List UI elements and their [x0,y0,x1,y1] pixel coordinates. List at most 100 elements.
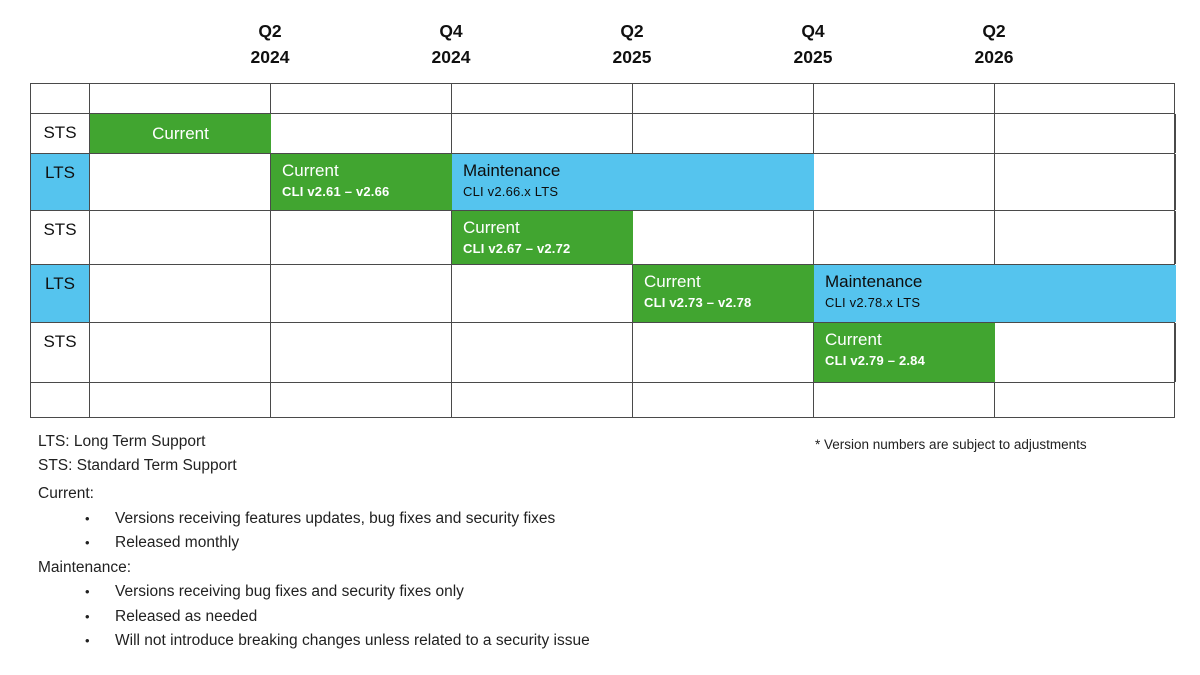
phase-versions: CLI v2.66.x LTS [463,184,559,199]
phase-bar-current: Current CLI v2.79 – 2.84 [814,323,995,382]
grid-cell [90,323,271,382]
quarter-header: Q2 2025 [613,18,652,70]
row-label: LTS [31,154,90,210]
phase-title: Maintenance [825,272,923,291]
grid-cell [995,323,1176,382]
timeline-row: STS Current CLI v2.79 – 2.84 [31,323,1176,383]
quarter-name: Q4 [801,21,825,41]
quarter-header: Q2 2026 [975,18,1014,70]
phase-versions: CLI v2.67 – v2.72 [463,241,571,256]
grid-cell [633,383,814,417]
row-track: Current CLI v2.79 – 2.84 [90,323,1176,382]
row-track: Current [90,114,1176,153]
quarter-name: Q2 [258,21,282,41]
quarter-header: Q2 2024 [251,18,290,70]
grid-cell [452,265,633,322]
timeline-row: LTS Current CLI v2.73 – v2.78 Maintenance CL… [31,265,1176,323]
phase-bar-current: Current CLI v2.61 – v2.66 [271,154,452,210]
phase-versions: CLI v2.73 – v2.78 [644,295,752,310]
legend-bullet: • Versions receiving bug fixes and securi… [38,580,590,605]
row-label-text: STS [43,220,77,239]
row-label-text: STS [43,123,77,142]
timeline-row [31,84,1174,114]
legend-bullet-text: Versions receiving features updates, bug… [115,509,556,527]
phase-title: Current [282,161,339,180]
legend-bullet-text: Versions receiving bug fixes and securit… [115,583,464,600]
quarter-name: Q2 [982,21,1006,41]
grid-cell [452,114,633,153]
grid-cell [995,84,1176,113]
legend-sections: Current: • Versions receiving features upd… [38,482,590,654]
quarter-axis: Q2 2024 Q4 2024 Q2 2025 Q4 2025 Q2 2026 [0,18,1200,78]
legend-bullet-text: Will not introduce breaking changes unle… [115,632,590,649]
grid-cell [814,211,995,264]
row-label-text: LTS [45,274,75,293]
grid-cell [271,211,452,264]
legend-bullet: • Released as needed [38,605,590,630]
quarter-name: Q2 [620,21,644,41]
grid-cell [995,383,1176,417]
phase-versions: CLI v2.79 – 2.84 [825,353,926,368]
grid-cell [90,154,271,210]
grid-cell [90,383,271,417]
phase-title: Current [463,218,520,237]
grid-cell [90,211,271,264]
row-label: STS [31,114,90,153]
quarter-year: 2024 [250,47,290,67]
legend-section-heading: Maintenance: [38,558,132,576]
row-label: STS [31,211,90,264]
phase-title: Current [152,124,209,143]
grid-cell [452,84,633,113]
grid-cell [995,211,1176,264]
row-label [31,84,90,113]
quarter-year: 2024 [431,47,471,67]
phase-versions: CLI v2.61 – v2.66 [282,184,390,199]
quarter-year: 2026 [974,47,1014,67]
row-track [90,383,1176,417]
row-label [31,383,90,417]
row-label: LTS [31,265,90,322]
phase-bar-maintenance: Maintenance CLI v2.66.x LTS [452,154,814,210]
bullet-icon: • [85,510,90,526]
version-footnote: * Version numbers are subject to adjustm… [815,437,1087,452]
quarter-year: 2025 [612,47,652,67]
phase-title: Current [644,272,701,291]
quarter-name: Q4 [439,21,463,41]
row-label-text: STS [43,332,77,351]
grid-cell [271,84,452,113]
grid-cell [633,84,814,113]
bullet-icon: • [85,633,90,648]
phase-bar-maintenance: Maintenance CLI v2.78.x LTS [814,265,1176,322]
grid-cell [633,114,814,153]
timeline-row: STS Current CLI v2.67 – v2.72 [31,211,1176,265]
quarter-year: 2025 [793,47,833,67]
grid-cell [452,323,633,382]
quarter-header: Q4 2025 [794,18,833,70]
legend-bullet-list: • Versions receiving features updates, bu… [38,507,590,556]
grid-cell [633,211,814,264]
legend-bullet-text: Released as needed [115,607,258,625]
legend-bullet: • Released monthly [38,531,590,556]
row-label: STS [31,323,90,382]
phase-title: Maintenance [463,161,561,180]
bullet-icon: • [85,608,90,624]
legend-bullet: • Versions receiving features updates, bu… [38,507,590,532]
grid-cell [995,114,1176,153]
grid-cell [814,383,995,417]
lts-definition: LTS: Long Term Support [38,433,206,450]
grid-cell [814,114,995,153]
grid-cell [271,323,452,382]
row-track [90,84,1176,113]
timeline-row [31,383,1174,417]
bullet-icon: • [85,584,90,599]
grid-cell [271,114,452,153]
bullet-icon: • [85,535,90,550]
phase-title: Current [825,330,882,349]
grid-cell [995,154,1176,210]
legend-bullet-text: Released monthly [115,534,240,551]
timeline-grid: STS Current LTS Current CLI v2.61 – v2.66 Mai… [30,83,1176,418]
grid-cell [814,84,995,113]
row-track: Current CLI v2.61 – v2.66 Maintenance CLI v… [90,154,1176,210]
grid-cell [633,323,814,382]
